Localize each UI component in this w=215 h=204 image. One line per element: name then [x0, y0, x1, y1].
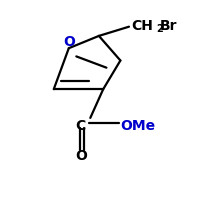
Text: C: C: [75, 119, 86, 132]
Text: CH: CH: [131, 19, 153, 32]
Text: O: O: [63, 35, 75, 49]
Text: OMe: OMe: [120, 119, 155, 132]
Text: Br: Br: [160, 19, 178, 32]
Text: O: O: [75, 148, 87, 162]
Text: 2: 2: [156, 24, 163, 34]
